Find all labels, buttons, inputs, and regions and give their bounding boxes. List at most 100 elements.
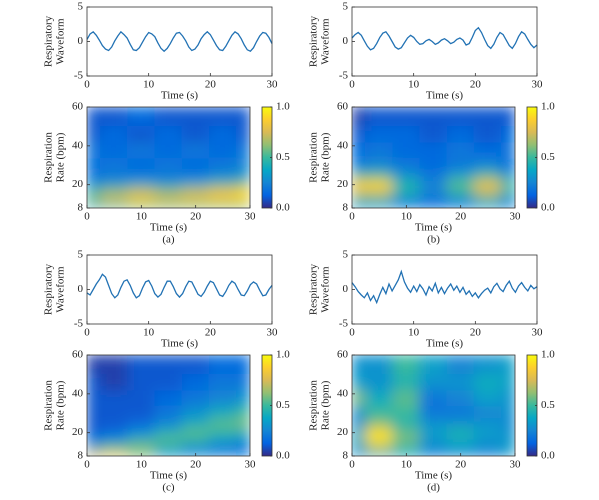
heat-cell xyxy=(473,449,502,456)
heat-cell xyxy=(87,141,102,158)
heat-cell xyxy=(100,355,129,374)
colorbar-tick-label: 0.5 xyxy=(276,151,290,163)
heat-cell xyxy=(473,355,502,374)
x-tick-label: 20 xyxy=(190,211,202,223)
y-tick-label: -5 xyxy=(339,70,349,82)
heatmap-area xyxy=(352,107,515,208)
heat-cell xyxy=(419,449,448,456)
waveform-line xyxy=(86,273,273,299)
heat-cell xyxy=(392,107,421,126)
heat-cell xyxy=(352,449,367,456)
heat-cell xyxy=(500,441,515,451)
heat-cell xyxy=(87,201,102,208)
heat-cell xyxy=(208,405,237,419)
y-axis-label: Respiratory xyxy=(43,15,55,67)
colorbar-tick-label: 1.0 xyxy=(541,349,555,361)
heat-cell xyxy=(100,441,129,451)
heat-cell xyxy=(500,434,515,443)
heat-cell xyxy=(500,426,515,436)
heat-cell xyxy=(208,178,237,188)
heat-cell xyxy=(365,193,394,203)
heat-cell xyxy=(473,178,502,188)
heat-cell xyxy=(352,426,367,436)
heat-cell xyxy=(235,426,250,436)
heat-cell xyxy=(392,169,421,180)
heat-cell xyxy=(365,426,394,436)
x-tick-label: 0 xyxy=(84,459,90,471)
heat-cell xyxy=(181,426,210,436)
heat-cell xyxy=(446,169,475,180)
x-tick-label: 30 xyxy=(267,327,279,339)
heat-cell xyxy=(181,441,210,451)
heat-cell xyxy=(127,141,156,158)
heat-cell xyxy=(208,434,237,443)
heat-cell xyxy=(352,193,367,203)
heat-cell xyxy=(392,124,421,143)
heat-cell xyxy=(154,449,183,456)
heat-cell xyxy=(446,355,475,374)
plot-frame xyxy=(86,254,273,325)
heat-cell xyxy=(181,186,210,195)
heat-cell xyxy=(419,157,448,171)
heat-cell xyxy=(352,178,367,188)
y-axis-label: Respiratory xyxy=(308,15,320,67)
heat-cell xyxy=(87,186,102,195)
heat-cell xyxy=(127,178,156,188)
heat-cell xyxy=(181,169,210,180)
heat-cell xyxy=(208,417,237,428)
heat-cell xyxy=(87,417,102,428)
y-tick-label: 0 xyxy=(343,283,349,295)
x-tick-label: 30 xyxy=(532,79,544,91)
heat-cell xyxy=(365,417,394,428)
heat-cell xyxy=(208,372,237,391)
heat-cell xyxy=(87,178,102,188)
heat-cell xyxy=(87,389,102,406)
y-tick-label: 20 xyxy=(72,178,84,190)
y-axis-label: Waveform xyxy=(320,266,332,313)
heat-cell xyxy=(100,389,129,406)
x-tick-label: 30 xyxy=(267,79,279,91)
heat-cell xyxy=(208,355,237,374)
y-tick-label: 0 xyxy=(78,35,84,47)
y-tick-label: -5 xyxy=(74,70,84,82)
heat-cell xyxy=(181,434,210,443)
x-tick-label: 0 xyxy=(349,459,355,471)
heat-cell xyxy=(352,389,367,406)
heat-cell xyxy=(235,107,250,126)
x-tick-label: 20 xyxy=(190,459,202,471)
y-tick-label: 8 xyxy=(343,450,349,462)
heat-cell xyxy=(100,178,129,188)
heat-cell xyxy=(419,124,448,143)
heat-cell xyxy=(446,417,475,428)
heat-cell xyxy=(352,405,367,419)
heat-cell xyxy=(365,441,394,451)
x-axis-label: Time (s) xyxy=(426,90,464,102)
heatmap-cells xyxy=(352,107,515,208)
heat-cell xyxy=(473,141,502,158)
heat-cell xyxy=(500,355,515,374)
heat-cell xyxy=(446,178,475,188)
heat-cell xyxy=(500,141,515,158)
heat-cell xyxy=(100,372,129,391)
heat-cell xyxy=(235,169,250,180)
plot-frame xyxy=(86,106,251,209)
x-tick-label: 20 xyxy=(205,79,217,91)
heat-cell xyxy=(473,405,502,419)
heat-cell xyxy=(127,186,156,195)
heat-cell xyxy=(500,449,515,456)
colorbar-tick-label: 0.0 xyxy=(541,202,555,214)
x-tick-label: 30 xyxy=(510,459,522,471)
y-tick-label: 60 xyxy=(337,101,349,113)
heat-cell xyxy=(419,201,448,208)
heat-cell xyxy=(500,201,515,208)
heat-cell xyxy=(365,449,394,456)
heat-cell xyxy=(235,141,250,158)
y-tick-label: 40 xyxy=(72,387,84,399)
heat-cell xyxy=(392,372,421,391)
heat-cell xyxy=(235,355,250,374)
heat-cell xyxy=(127,417,156,428)
heat-cell xyxy=(446,405,475,419)
heat-cell xyxy=(87,449,102,456)
heat-cell xyxy=(500,124,515,143)
heat-cell xyxy=(181,389,210,406)
